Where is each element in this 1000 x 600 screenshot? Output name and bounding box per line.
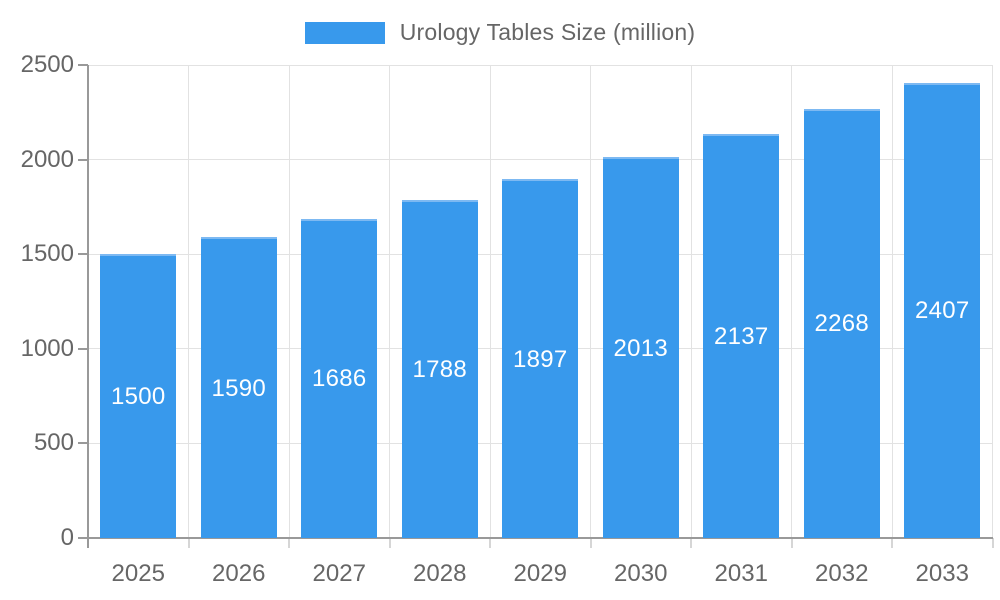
bar: 2407 [904, 82, 981, 538]
y-axis-tick [78, 253, 88, 256]
gridline-vertical [590, 65, 591, 538]
bar-value-label: 1788 [412, 355, 468, 383]
y-axis-tick [78, 158, 88, 161]
x-axis-tick-label: 2026 [212, 560, 266, 587]
x-axis-tick-label: 2025 [111, 560, 165, 587]
gridline-vertical [690, 65, 692, 538]
bar: 2013 [602, 157, 679, 538]
bar: 2137 [703, 133, 780, 538]
x-axis-tick [690, 538, 692, 548]
bar-value-label: 1897 [512, 345, 568, 373]
y-axis-tick-label: 0 [60, 524, 74, 551]
bar: 1788 [401, 199, 478, 538]
y-axis-tick-label: 2500 [20, 51, 74, 78]
y-axis-tick-label: 500 [33, 429, 74, 457]
bar-value-label: 2013 [613, 334, 669, 362]
bar-value-label: 2407 [914, 297, 970, 325]
y-axis-line [87, 65, 89, 548]
bar-value-label: 1590 [211, 374, 267, 402]
bar-value-label: 2137 [713, 322, 769, 350]
bar: 1500 [100, 254, 177, 538]
x-axis-line [88, 537, 993, 539]
x-axis-tick [288, 538, 290, 548]
x-axis-tick [388, 538, 391, 548]
gridline-vertical [992, 65, 993, 538]
y-axis-tick [78, 347, 88, 350]
gridline-vertical [188, 65, 189, 538]
y-axis-tick [78, 442, 88, 445]
legend-swatch [304, 21, 385, 44]
gridline-vertical [489, 65, 491, 538]
x-axis-tick [489, 538, 491, 548]
y-axis-tick-label: 2000 [20, 145, 74, 173]
x-axis-tick-label: 2029 [513, 560, 567, 587]
bar: 2268 [803, 108, 880, 538]
x-axis-tick-label: 2027 [312, 560, 366, 587]
y-axis-tick [78, 537, 88, 539]
x-axis-tick-label: 2033 [915, 560, 969, 587]
y-axis-tick [78, 64, 88, 66]
x-axis-tick [790, 538, 793, 548]
y-axis-tick-label: 1000 [20, 334, 74, 362]
chart-legend: Urology Tables Size (million) [0, 19, 1000, 46]
bar: 1686 [301, 219, 378, 538]
bar-value-label: 1500 [110, 383, 166, 411]
bar: 1590 [200, 237, 277, 538]
bar-value-label: 2268 [814, 310, 870, 338]
gridline-horizontal [88, 64, 993, 66]
x-axis-tick [891, 538, 893, 548]
legend-label: Urology Tables Size (million) [399, 19, 696, 45]
x-axis-tick-label: 2030 [614, 560, 668, 587]
x-axis-tick [991, 538, 994, 548]
gridline-vertical [389, 65, 390, 538]
x-axis-tick [187, 538, 190, 548]
x-axis-tick-label: 2032 [815, 560, 869, 587]
y-axis-tick-label: 1500 [20, 240, 74, 268]
x-axis-tick [589, 538, 592, 548]
gridline-vertical [891, 65, 893, 538]
gridline-horizontal [88, 159, 993, 161]
gridline-vertical [791, 65, 792, 538]
bar-value-label: 1686 [311, 365, 367, 393]
gridline-vertical [288, 65, 290, 538]
bar: 1897 [502, 179, 579, 538]
x-axis-tick-label: 2031 [714, 560, 768, 587]
x-axis-tick-label: 2028 [413, 560, 467, 587]
